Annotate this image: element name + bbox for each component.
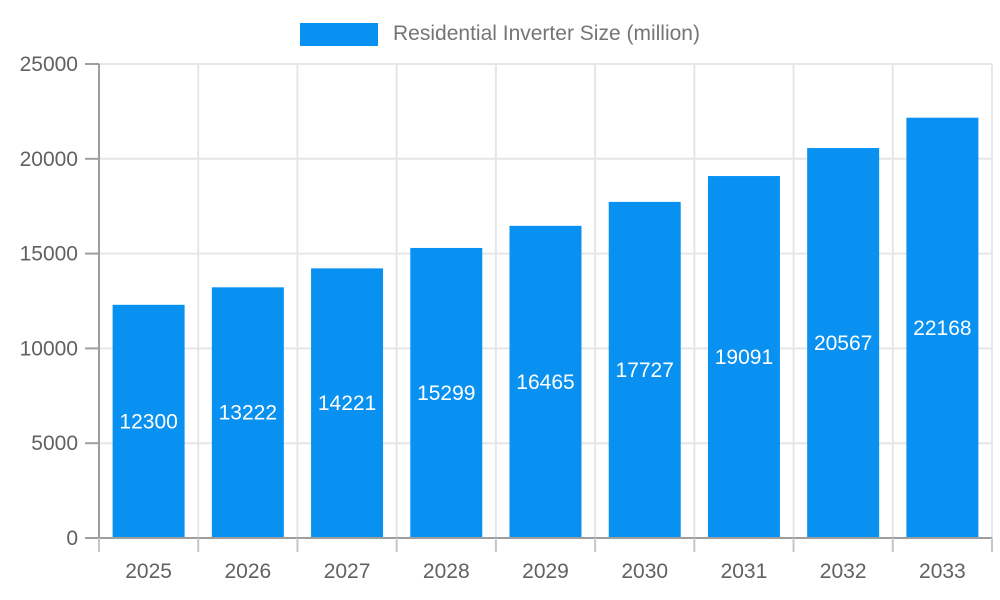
x-tick-label: 2029 <box>522 560 569 583</box>
bar-value-label: 15299 <box>417 382 475 405</box>
x-tick-label: 2025 <box>125 560 172 583</box>
bar-value-label: 16465 <box>516 371 574 394</box>
x-tick-label: 2028 <box>423 560 470 583</box>
legend: Residential Inverter Size (million) <box>0 20 1000 48</box>
x-tick-label: 2031 <box>721 560 768 583</box>
x-tick-label: 2026 <box>224 560 271 583</box>
bar[interactable] <box>509 225 582 538</box>
bar-value-label: 13222 <box>219 402 277 425</box>
bar-value-label: 12300 <box>119 410 177 433</box>
x-tick-label: 2032 <box>820 560 867 583</box>
y-tick-label: 0 <box>66 527 78 550</box>
y-tick-label: 25000 <box>20 53 78 76</box>
y-tick-label: 15000 <box>20 243 78 266</box>
x-tick-label: 2027 <box>324 560 371 583</box>
bar[interactable] <box>906 117 979 539</box>
bar[interactable] <box>410 247 483 538</box>
bar-value-label: 17727 <box>616 359 674 382</box>
bar[interactable] <box>707 176 780 538</box>
bar-value-label: 20567 <box>814 332 872 355</box>
y-tick-label: 5000 <box>31 432 78 455</box>
bar[interactable] <box>807 148 880 538</box>
bar[interactable] <box>211 287 284 538</box>
bar[interactable] <box>608 201 681 539</box>
y-tick-label: 10000 <box>20 337 78 360</box>
x-tick-label: 2030 <box>621 560 668 583</box>
y-tick-label: 20000 <box>20 148 78 171</box>
legend-swatch <box>300 22 379 46</box>
bar[interactable] <box>311 268 384 538</box>
x-tick-label: 2033 <box>919 560 966 583</box>
bar-value-label: 22168 <box>913 317 971 340</box>
bar[interactable] <box>112 304 185 538</box>
legend-label: Residential Inverter Size (million) <box>393 22 700 45</box>
bar-value-label: 14221 <box>318 392 376 415</box>
bar-value-label: 19091 <box>715 346 773 369</box>
